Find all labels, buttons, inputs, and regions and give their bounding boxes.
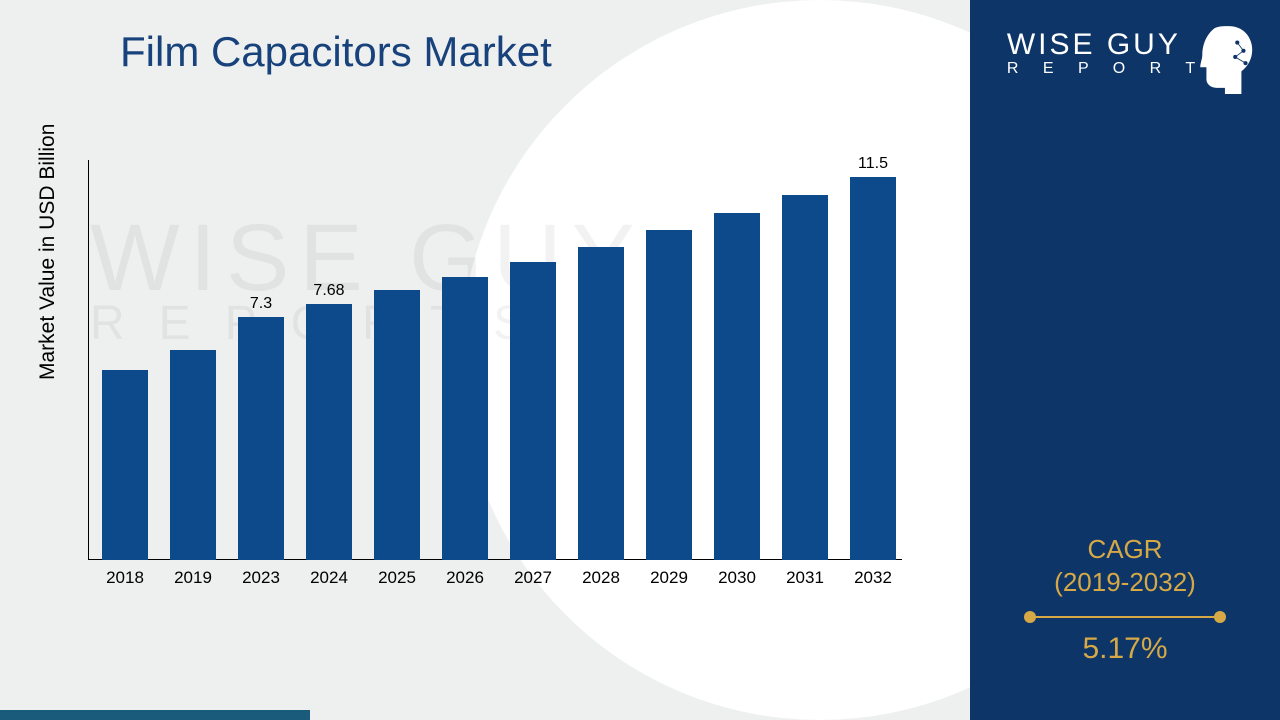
x-tick-label: 2018: [106, 568, 144, 588]
x-tick-label: 2023: [242, 568, 280, 588]
bar: [578, 247, 624, 560]
x-tick-label: 2027: [514, 568, 552, 588]
bar: 7.68: [306, 304, 352, 560]
bar-value-label: 11.5: [850, 155, 896, 173]
x-tick-label: 2029: [650, 568, 688, 588]
bar: [510, 262, 556, 560]
bottom-accent-bar: [0, 710, 310, 720]
bar: 7.3: [238, 317, 284, 560]
plot-area: 201820197.320237.68202420252026202720282…: [88, 160, 902, 560]
cagr-period: (2019-2032): [1010, 567, 1240, 598]
bar-value-label: 7.3: [238, 295, 284, 313]
bar-value-label: 7.68: [306, 282, 352, 300]
x-tick-label: 2028: [582, 568, 620, 588]
cagr-value: 5.17%: [1010, 632, 1240, 666]
x-tick-label: 2019: [174, 568, 212, 588]
cagr-divider: [1030, 616, 1220, 618]
brand-logo: WISE GUY R E P O R T S: [1007, 28, 1240, 78]
x-tick-label: 2032: [854, 568, 892, 588]
bar: [782, 195, 828, 560]
bar: 11.5: [850, 177, 896, 560]
x-tick-label: 2025: [378, 568, 416, 588]
bar: [374, 290, 420, 560]
bar: [442, 277, 488, 560]
bar: [170, 350, 216, 560]
chart-title: Film Capacitors Market: [120, 28, 552, 76]
x-tick-label: 2024: [310, 568, 348, 588]
x-tick-label: 2031: [786, 568, 824, 588]
cagr-label: CAGR: [1010, 534, 1240, 565]
x-tick-label: 2030: [718, 568, 756, 588]
y-axis-label: Market Value in USD Billion: [36, 124, 60, 380]
bar: [646, 230, 692, 560]
bar-chart: 2018 2019 7.3 2023 7.68 2024 2025 2026 2027 2028 2…: [82, 160, 902, 600]
bar: [714, 213, 760, 560]
ai-head-icon: [1196, 22, 1258, 94]
bars-container: 201820197.320237.68202420252026202720282…: [88, 160, 902, 560]
cagr-block: CAGR (2019-2032) 5.17%: [1010, 534, 1240, 666]
x-tick-label: 2026: [446, 568, 484, 588]
bar: [102, 370, 148, 560]
